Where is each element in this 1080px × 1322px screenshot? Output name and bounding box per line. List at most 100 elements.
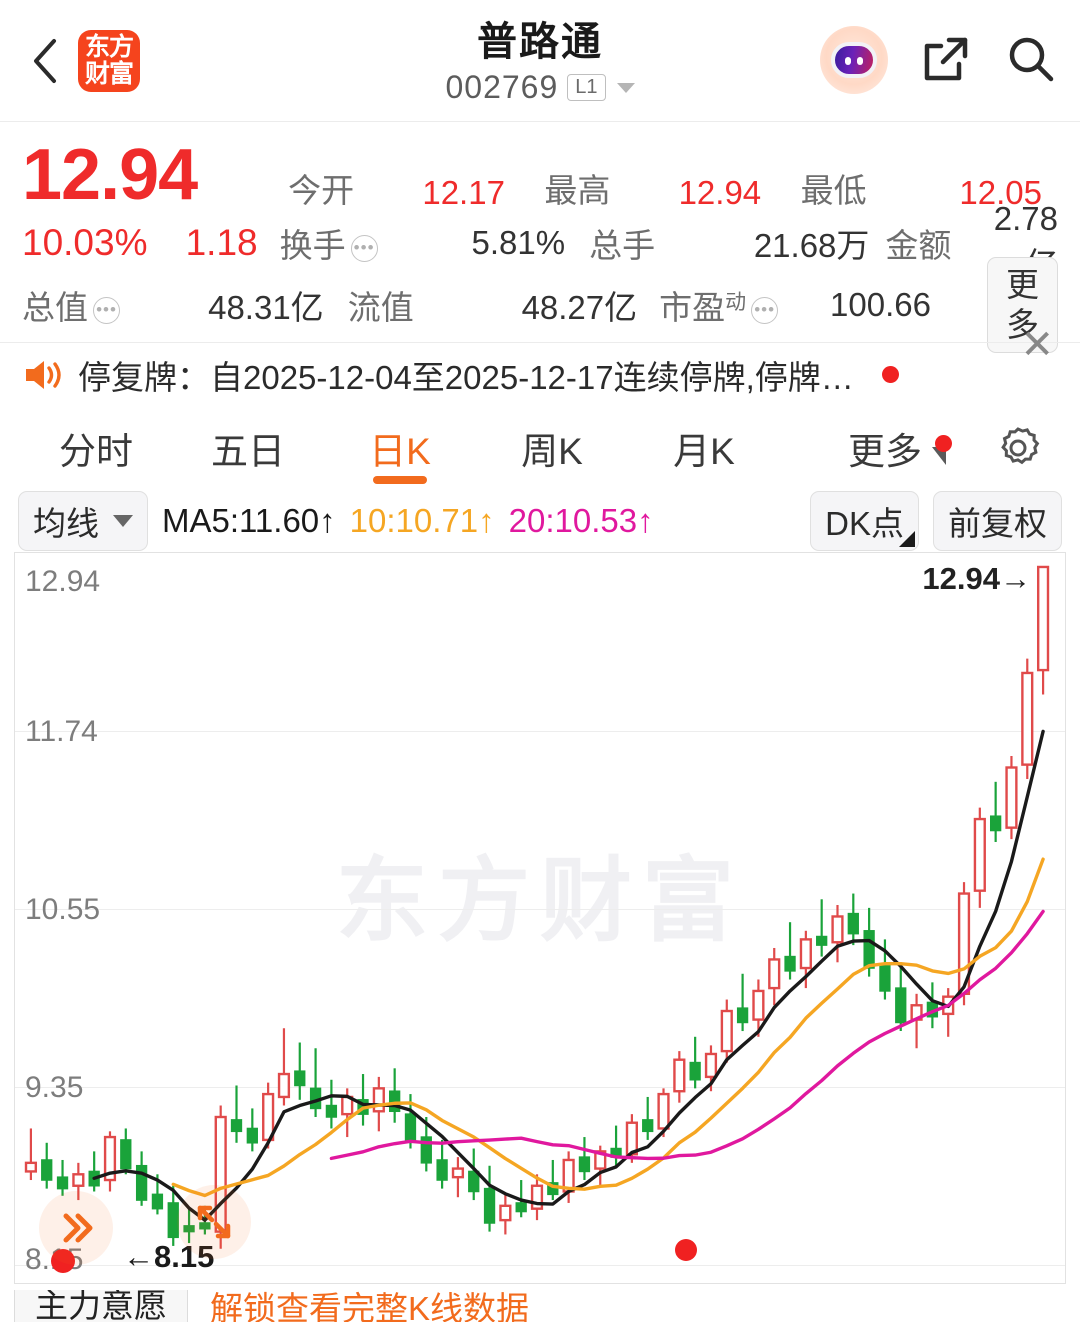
tab-more[interactable]: 更多 <box>844 421 952 475</box>
float-label-cell: 流值 <box>348 281 470 329</box>
float-value: 48.27亿 <box>521 289 638 326</box>
more-red-dot-badge <box>935 435 952 452</box>
info-dots-icon[interactable]: ••• <box>751 296 779 324</box>
volume-value: 21.68万 <box>753 227 870 264</box>
y-axis-label: 12.94 <box>25 565 101 598</box>
dk-point-label: DK点 <box>825 505 904 542</box>
quote-row-tertiary: 总值 ••• 48.31亿 流值 48.27亿 市盈动 ••• 100.66 更多 <box>22 257 1058 353</box>
fullscreen-button[interactable] <box>177 1185 251 1259</box>
tab-more-label: 更多 <box>848 431 922 472</box>
low-cell: 最低 <box>801 164 976 212</box>
low-value-cell: 12.05 <box>959 174 1042 212</box>
high-label: 最高 <box>544 172 611 209</box>
turnover-label-cell[interactable]: 换手 ••• <box>280 219 437 267</box>
change-absolute: 1.18 <box>185 222 258 263</box>
main-force-intent-button[interactable]: 主力意愿 <box>14 1290 188 1322</box>
pe-label-cell[interactable]: 市盈动 ••• <box>659 281 830 329</box>
title-block: 普路通 002769 L1 <box>0 18 1080 106</box>
mktcap-value-cell: 48.31亿 <box>177 281 324 329</box>
back-button[interactable] <box>28 38 62 84</box>
amount-label: 金额 <box>885 227 952 264</box>
chart-settings-button[interactable] <box>992 422 1044 474</box>
brand-logo[interactable]: 东方 财富 <box>78 30 140 92</box>
open-label: 今开 <box>288 172 355 209</box>
ai-robot-avatar-icon[interactable] <box>820 26 888 94</box>
header-actions <box>820 26 1060 94</box>
ma10-value: 10:10.71↑ <box>349 502 495 539</box>
low-price-marker: ←8.15 <box>123 1239 215 1274</box>
notice-red-dot <box>882 366 899 383</box>
tab-five-day[interactable]: 五日 <box>211 431 285 472</box>
open-value: 12.17 <box>422 174 505 211</box>
gridline <box>15 1265 1065 1266</box>
quote-panel: 12.94 今开 12.17 最高 12.94 最低 12.05 10.03% <box>0 122 1080 353</box>
low-value: 12.05 <box>959 174 1042 211</box>
turnover-label: 换手 <box>279 227 346 264</box>
code-row[interactable]: 002769 L1 <box>445 69 635 106</box>
axis-low-red-dot <box>51 1249 75 1273</box>
y-axis-label: 11.74 <box>25 715 98 748</box>
page-title: 普路通 <box>477 20 603 64</box>
moving-average-bar: 均线 MA5:11.60↑ 10:10.71↑ 20:10.53↑ DK点 前复… <box>0 490 1080 552</box>
level-badge[interactable]: L1 <box>567 74 606 101</box>
share-button[interactable] <box>916 31 974 89</box>
expand-arrows-icon <box>197 1205 231 1239</box>
search-button[interactable] <box>1002 31 1060 89</box>
chevron-down-icon[interactable] <box>616 82 635 93</box>
gridline <box>15 731 1065 732</box>
unlock-kline-link[interactable]: 解锁查看完整K线数据 <box>210 1290 530 1322</box>
chevrons-right-icon <box>63 1213 93 1243</box>
kline-canvas <box>24 565 1050 1249</box>
change-percent: 10.03% <box>22 222 148 263</box>
float-value-cell: 48.27亿 <box>470 281 638 329</box>
close-icon[interactable]: ✕ <box>1020 323 1054 367</box>
info-dots-icon[interactable]: ••• <box>350 234 378 262</box>
ma-select-label: 均线 <box>33 505 99 542</box>
gridline <box>15 909 1065 910</box>
pe-superscript: 动 <box>725 291 747 314</box>
pe-label: 市盈 <box>659 289 726 326</box>
bottom-action-bar: 主力意愿 解锁查看完整K线数据 <box>0 1290 1080 1322</box>
app-header: 东方 财富 普路通 002769 L1 <box>0 0 1080 122</box>
ma-select-dropdown[interactable]: 均线 <box>18 491 148 551</box>
open-cell: 今开 <box>288 164 482 212</box>
kline-chart[interactable]: 东方财富 12.94 11.74 10.55 9.35 12.94→ 8.15 … <box>14 552 1066 1284</box>
float-label: 流值 <box>347 289 414 326</box>
adjust-mode-button[interactable]: 前复权 <box>933 491 1062 551</box>
more-stats-cell: 更多 <box>986 257 1058 353</box>
tab-monthly-k[interactable]: 月K <box>673 431 735 472</box>
chevron-left-icon <box>34 39 56 83</box>
tab-weekly-k[interactable]: 周K <box>521 431 583 472</box>
chart-event-dot <box>675 1239 697 1261</box>
turnover-value-cell: 5.81% <box>436 224 566 262</box>
tab-daily-k[interactable]: 日K <box>324 406 476 490</box>
speaker-icon <box>22 355 66 395</box>
suspension-notice-bar[interactable]: 停复牌：自2025-12-04至2025-12-17连续停牌,停牌原因... ✕ <box>0 325 1080 406</box>
pe-value: 100.66 <box>830 286 931 323</box>
current-price-flag: 12.94→ <box>922 561 1031 596</box>
info-dots-icon[interactable]: ••• <box>93 296 120 324</box>
chevron-down-icon <box>113 515 133 527</box>
high-cell: 最高 <box>544 164 738 212</box>
notice-text: 停复牌：自2025-12-04至2025-12-17连续停牌,停牌原因... <box>78 358 868 396</box>
dk-point-button[interactable]: DK点 <box>810 491 919 551</box>
mktcap-value: 48.31亿 <box>208 289 324 326</box>
scroll-forward-button[interactable] <box>39 1191 113 1265</box>
chart-period-tabs: 分时 五日 日K 周K 月K 更多 <box>0 406 1080 490</box>
quote-row-primary: 12.94 今开 12.17 最高 12.94 最低 12.05 <box>22 130 1058 212</box>
ma5-value: MA5:11.60↑ <box>162 502 336 539</box>
turnover-value: 5.81% <box>471 224 566 261</box>
external-link-icon <box>924 37 968 81</box>
more-stats-button[interactable]: 更多 <box>986 257 1058 353</box>
low-label: 最低 <box>800 172 867 209</box>
tab-fenshi[interactable]: 分时 <box>59 431 133 472</box>
change-abs-cell: 1.18 <box>177 222 258 264</box>
brand-logo-line1: 东方 <box>84 33 134 61</box>
pe-value-cell: 100.66 <box>830 286 987 324</box>
volume-value-cell: 21.68万 <box>711 219 870 267</box>
stock-code: 002769 <box>445 69 559 105</box>
gear-icon <box>1001 427 1040 465</box>
volume-label-cell: 总手 <box>589 219 711 267</box>
mktcap-label-cell[interactable]: 总值 ••• <box>22 281 177 329</box>
